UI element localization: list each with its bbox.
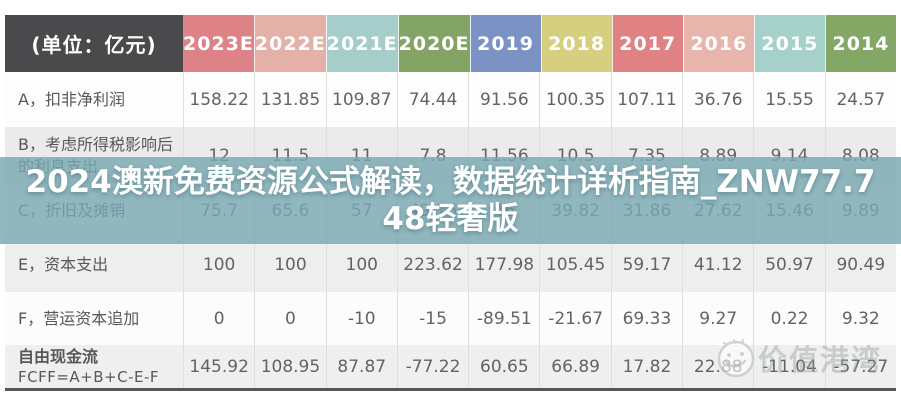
table-cell: 90.49 [824, 238, 896, 292]
table-cell: 105.45 [539, 238, 610, 292]
table-cell: 24.57 [824, 72, 896, 127]
year-column-header: 2014 [824, 15, 896, 72]
year-column-header: 2020E [397, 15, 470, 72]
table-cell: 91.56 [468, 72, 539, 127]
table-cell: 0 [183, 292, 254, 345]
table-cell: -15 [396, 292, 468, 345]
row-label: F，营运资本追加 [18, 308, 140, 328]
promo-overlay-line2: 48轻奢版 [382, 201, 519, 237]
table-row: A，扣非净利润 158.22 131.85 109.87 74.44 91.56 100.3… [5, 72, 896, 127]
table-cell: -57.27 [824, 345, 896, 388]
table-cell: 15.55 [753, 72, 824, 127]
table-cell: 109.87 [325, 72, 397, 127]
table-cell: 36.76 [682, 72, 753, 127]
watermark-text: 价值港湾 [758, 343, 883, 377]
table-cell: -77.22 [396, 345, 468, 388]
promo-overlay-line1: 2024澳新免费资源公式解读，数据统计详析指南_ZNW77.7 [25, 164, 876, 200]
year-header-cells: 2023E 2022E 2021E 2020E 2019 2018 2017 2016 2015… [183, 15, 896, 72]
row-label: 自由现金流 FCFF=A+B+C-E-F [5, 345, 183, 388]
promo-overlay-banner: 2024澳新免费资源公式解读，数据统计详析指南_ZNW77.7 48轻奢版 [0, 157, 901, 244]
table-cell: 158.22 [183, 72, 254, 127]
table-cell: 0 [254, 292, 325, 345]
table-cell: 17.82 [610, 345, 682, 388]
table-cell: 60.65 [468, 345, 539, 388]
year-column-header: 2022E [253, 15, 326, 72]
year-column-header: 2015 [753, 15, 825, 72]
table-cell: 145.92 [183, 345, 254, 388]
year-column-header: 2019 [469, 15, 541, 72]
table-cell: 100 [325, 238, 397, 292]
table-cell: 50.97 [753, 238, 824, 292]
table-cell: 223.62 [396, 238, 468, 292]
year-column-header: 2023E [183, 15, 254, 72]
table-cell: 69.33 [610, 292, 682, 345]
table-cell: 0.22 [753, 292, 824, 345]
table-cell: -10 [325, 292, 397, 345]
unit-header-cell: (单位：亿元) [5, 15, 183, 72]
table-cell: 87.87 [325, 345, 397, 388]
row-label-line1: 自由现金流 [18, 346, 99, 366]
year-column-header: 2018 [540, 15, 612, 72]
table-cell: 131.85 [254, 72, 325, 127]
table-cell: 107.11 [610, 72, 682, 127]
year-column-header: 2021E [325, 15, 398, 72]
table-row: F，营运资本追加 0 0 -10 -15 -89.51 -21.67 69.33 9.27 0.2… [5, 292, 896, 345]
year-column-header: 2016 [682, 15, 754, 72]
table-header-row: (单位：亿元) 2023E 2022E 2021E 2020E 2019 2018 2017… [5, 15, 896, 72]
table-cell: 9.32 [824, 292, 896, 345]
watermark: 价值港湾 [714, 336, 882, 380]
table-cell: 100 [254, 238, 325, 292]
table-cell: -11.04 [753, 345, 824, 388]
table-cell: 59.17 [610, 238, 682, 292]
table-cell: 177.98 [468, 238, 539, 292]
table-cell: 74.44 [396, 72, 468, 127]
table-cell: 66.89 [539, 345, 610, 388]
row-label: A，扣非净利润 [18, 89, 125, 109]
smiley-face-icon [717, 339, 755, 378]
table-cell: -21.67 [539, 292, 610, 345]
table-cell: 100 [183, 238, 254, 292]
table-row: E，资本支出 100 100 100 223.62 177.98 105.45 59.17 41… [5, 238, 896, 292]
year-column-header: 2017 [611, 15, 683, 72]
table-cell: 100.35 [539, 72, 610, 127]
table-cell: 9.27 [682, 292, 753, 345]
table-cell: 108.95 [254, 345, 325, 388]
row-label-line2: FCFF=A+B+C-E-F [18, 368, 160, 387]
row-label: E，资本支出 [18, 255, 109, 275]
table-cell: 41.12 [682, 238, 753, 292]
table-cell: -89.51 [468, 292, 539, 345]
